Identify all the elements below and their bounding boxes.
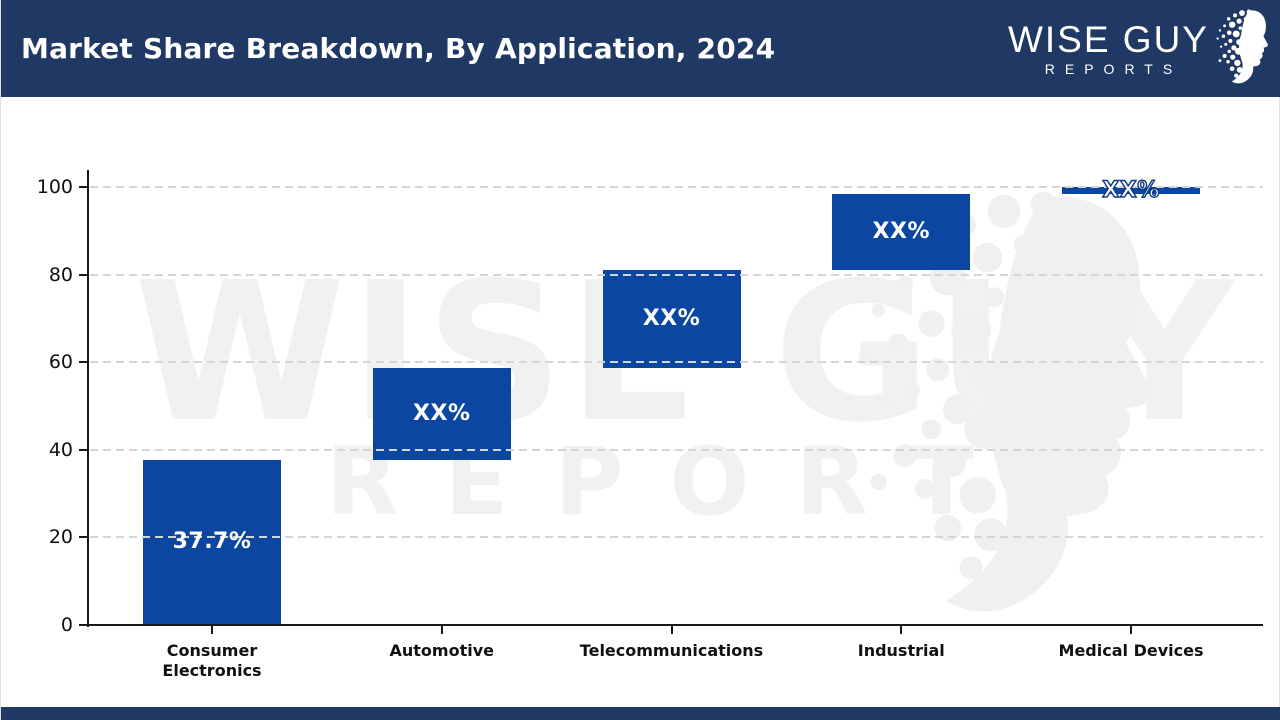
x-axis-label: Industrial (857, 641, 945, 660)
gridline-60 (90, 361, 1263, 364)
footer-bar (1, 707, 1280, 720)
x-tick (670, 626, 673, 634)
wiseguy-logo: WISE GUY REPORTS (1008, 6, 1271, 92)
y-tick (79, 624, 87, 626)
bar-industrial (832, 194, 971, 271)
bar-value-label: XX% (642, 306, 701, 332)
y-tick (79, 186, 87, 188)
bar-value-label: XX% (413, 401, 471, 427)
x-axis-label: Telecommunications (579, 641, 764, 660)
bar-value-label: XX% (872, 219, 930, 245)
x-axis-label: Medical Devices (1058, 641, 1204, 660)
logo-subtext: REPORTS (1044, 61, 1183, 77)
y-tick (79, 448, 87, 451)
bar-value-label: 37.7% (172, 529, 252, 555)
logo-wordmark: WISE GUY (1007, 19, 1209, 60)
y-tick-label: 0 (60, 614, 73, 636)
wiseguy-head-icon (1216, 9, 1268, 84)
y-tick-label: 40 (48, 438, 73, 461)
y-tick-label: 80 (48, 263, 73, 286)
bar-medical-devices (1062, 187, 1200, 195)
y-tick-label: 100 (36, 176, 73, 198)
y-tick-label: 20 (48, 526, 73, 549)
y-tick (79, 273, 87, 276)
header-bar: Market Share Breakdown, By Application, … (1, 0, 1280, 97)
x-axis-label: Consumer Electronics (162, 641, 262, 680)
x-axis-label: Automotive (389, 641, 495, 660)
x-tick (211, 626, 213, 634)
y-axis-line (87, 170, 89, 627)
x-tick (1130, 626, 1132, 634)
gridline-100 (90, 186, 1263, 188)
bar-value-label: XX% (1102, 177, 1160, 203)
page-title: Market Share Breakdown, By Application, … (21, 32, 776, 65)
y-tick (79, 536, 87, 539)
y-tick (79, 361, 87, 364)
bar-automotive (372, 368, 511, 460)
x-tick (900, 626, 903, 634)
gridline-80 (90, 273, 1263, 276)
gridline-20 (90, 536, 1263, 539)
bar-consumer-electronics (143, 459, 281, 625)
x-axis-line (87, 624, 1263, 626)
y-tick-label: 60 (48, 351, 73, 374)
x-tick (440, 626, 443, 634)
bar-telecommunications (602, 270, 741, 369)
gridline-40 (90, 448, 1263, 451)
logo-text: WISE GUY REPORTS (1007, 19, 1209, 78)
